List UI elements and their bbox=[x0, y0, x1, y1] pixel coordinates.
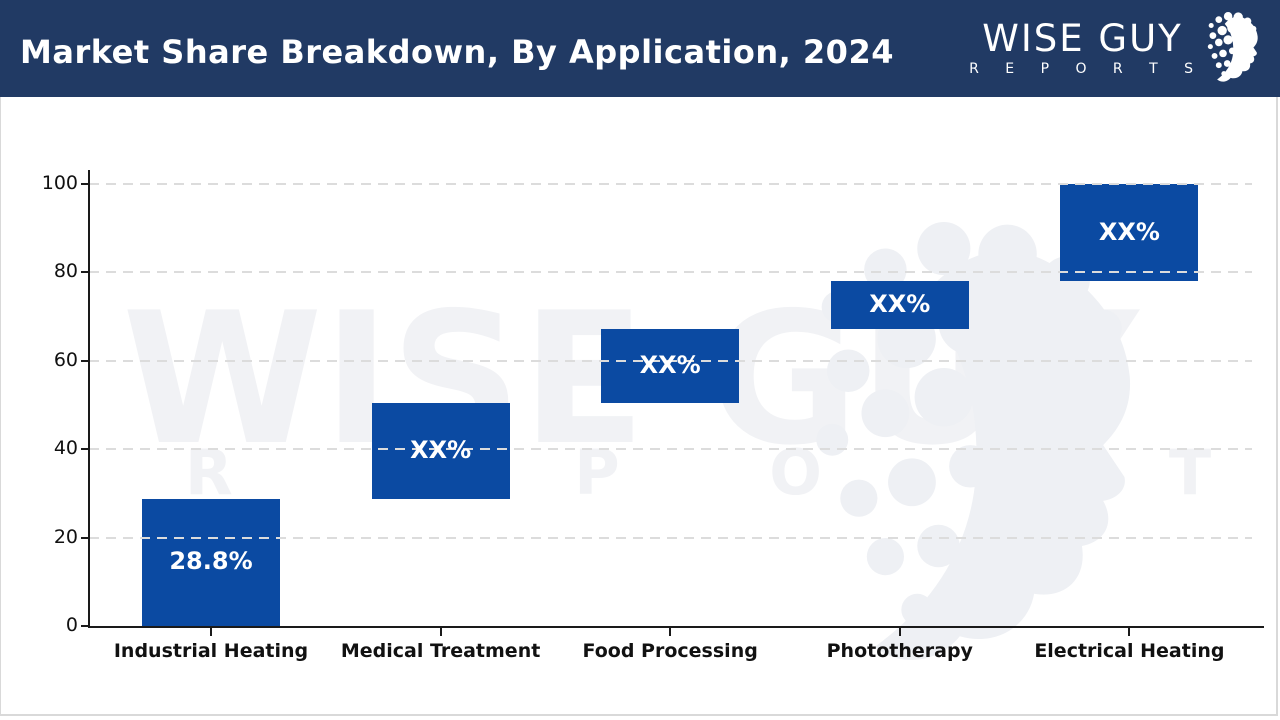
bar-value-label: XX% bbox=[1098, 217, 1160, 246]
y-tick-label-100: 100 bbox=[41, 172, 78, 194]
y-tick-40 bbox=[81, 448, 89, 451]
brand-subname: R E P O R T S bbox=[969, 60, 1204, 77]
bar-value-label: XX% bbox=[869, 289, 931, 318]
x-tick bbox=[439, 628, 442, 636]
gridline-y-100 bbox=[89, 183, 1252, 185]
bar-segment bbox=[371, 403, 510, 499]
bar-segment bbox=[142, 498, 280, 626]
brand-logo-text: WISE GUY R E P O R T S bbox=[961, 17, 1204, 77]
brand-logo: WISE GUY R E P O R T S bbox=[969, 4, 1270, 94]
y-axis-line bbox=[88, 170, 90, 628]
y-tick-label-20: 20 bbox=[53, 525, 78, 548]
gridline-y-20 bbox=[89, 536, 1252, 539]
y-tick-label-80: 80 bbox=[53, 260, 78, 283]
watermark-head-graphic bbox=[816, 222, 1131, 660]
x-category-label: Food Processing bbox=[582, 640, 758, 662]
y-tick-100 bbox=[81, 183, 89, 185]
gridline-y-80 bbox=[89, 271, 1252, 274]
y-tick-80 bbox=[81, 271, 89, 274]
x-category-label: Electrical Heating bbox=[1034, 640, 1225, 662]
bar-value-label: XX% bbox=[639, 350, 701, 379]
x-tick bbox=[669, 628, 672, 636]
x-category-label: Phototherapy bbox=[826, 640, 973, 662]
x-category-label: Industrial Heating bbox=[113, 640, 309, 662]
header-bar: Market Share Breakdown, By Application, … bbox=[0, 0, 1280, 97]
y-tick-label-40: 40 bbox=[53, 437, 78, 460]
bar-value-label: 28.8% bbox=[169, 547, 253, 576]
y-tick-60 bbox=[81, 359, 89, 362]
y-tick-0 bbox=[81, 625, 89, 627]
gridline-y-60 bbox=[89, 359, 1252, 362]
bar-segment bbox=[601, 328, 740, 404]
bar-value-label: XX% bbox=[410, 435, 472, 464]
y-tick-label-0: 0 bbox=[65, 614, 78, 636]
x-axis-line bbox=[88, 626, 1264, 628]
brand-head-icon bbox=[1207, 12, 1258, 82]
x-tick bbox=[1128, 628, 1131, 636]
gridline-y-40 bbox=[89, 448, 1252, 451]
bar-segment bbox=[830, 281, 969, 329]
brand-name: WISE GUY bbox=[982, 17, 1183, 60]
y-tick-label-60: 60 bbox=[53, 348, 78, 371]
bar-segment bbox=[1060, 184, 1199, 282]
x-tick bbox=[210, 628, 212, 636]
x-category-label: Medical Treatment bbox=[340, 640, 541, 662]
x-tick bbox=[898, 628, 901, 636]
y-tick-20 bbox=[81, 536, 89, 539]
chart-title: Market Share Breakdown, By Application, … bbox=[20, 33, 894, 71]
